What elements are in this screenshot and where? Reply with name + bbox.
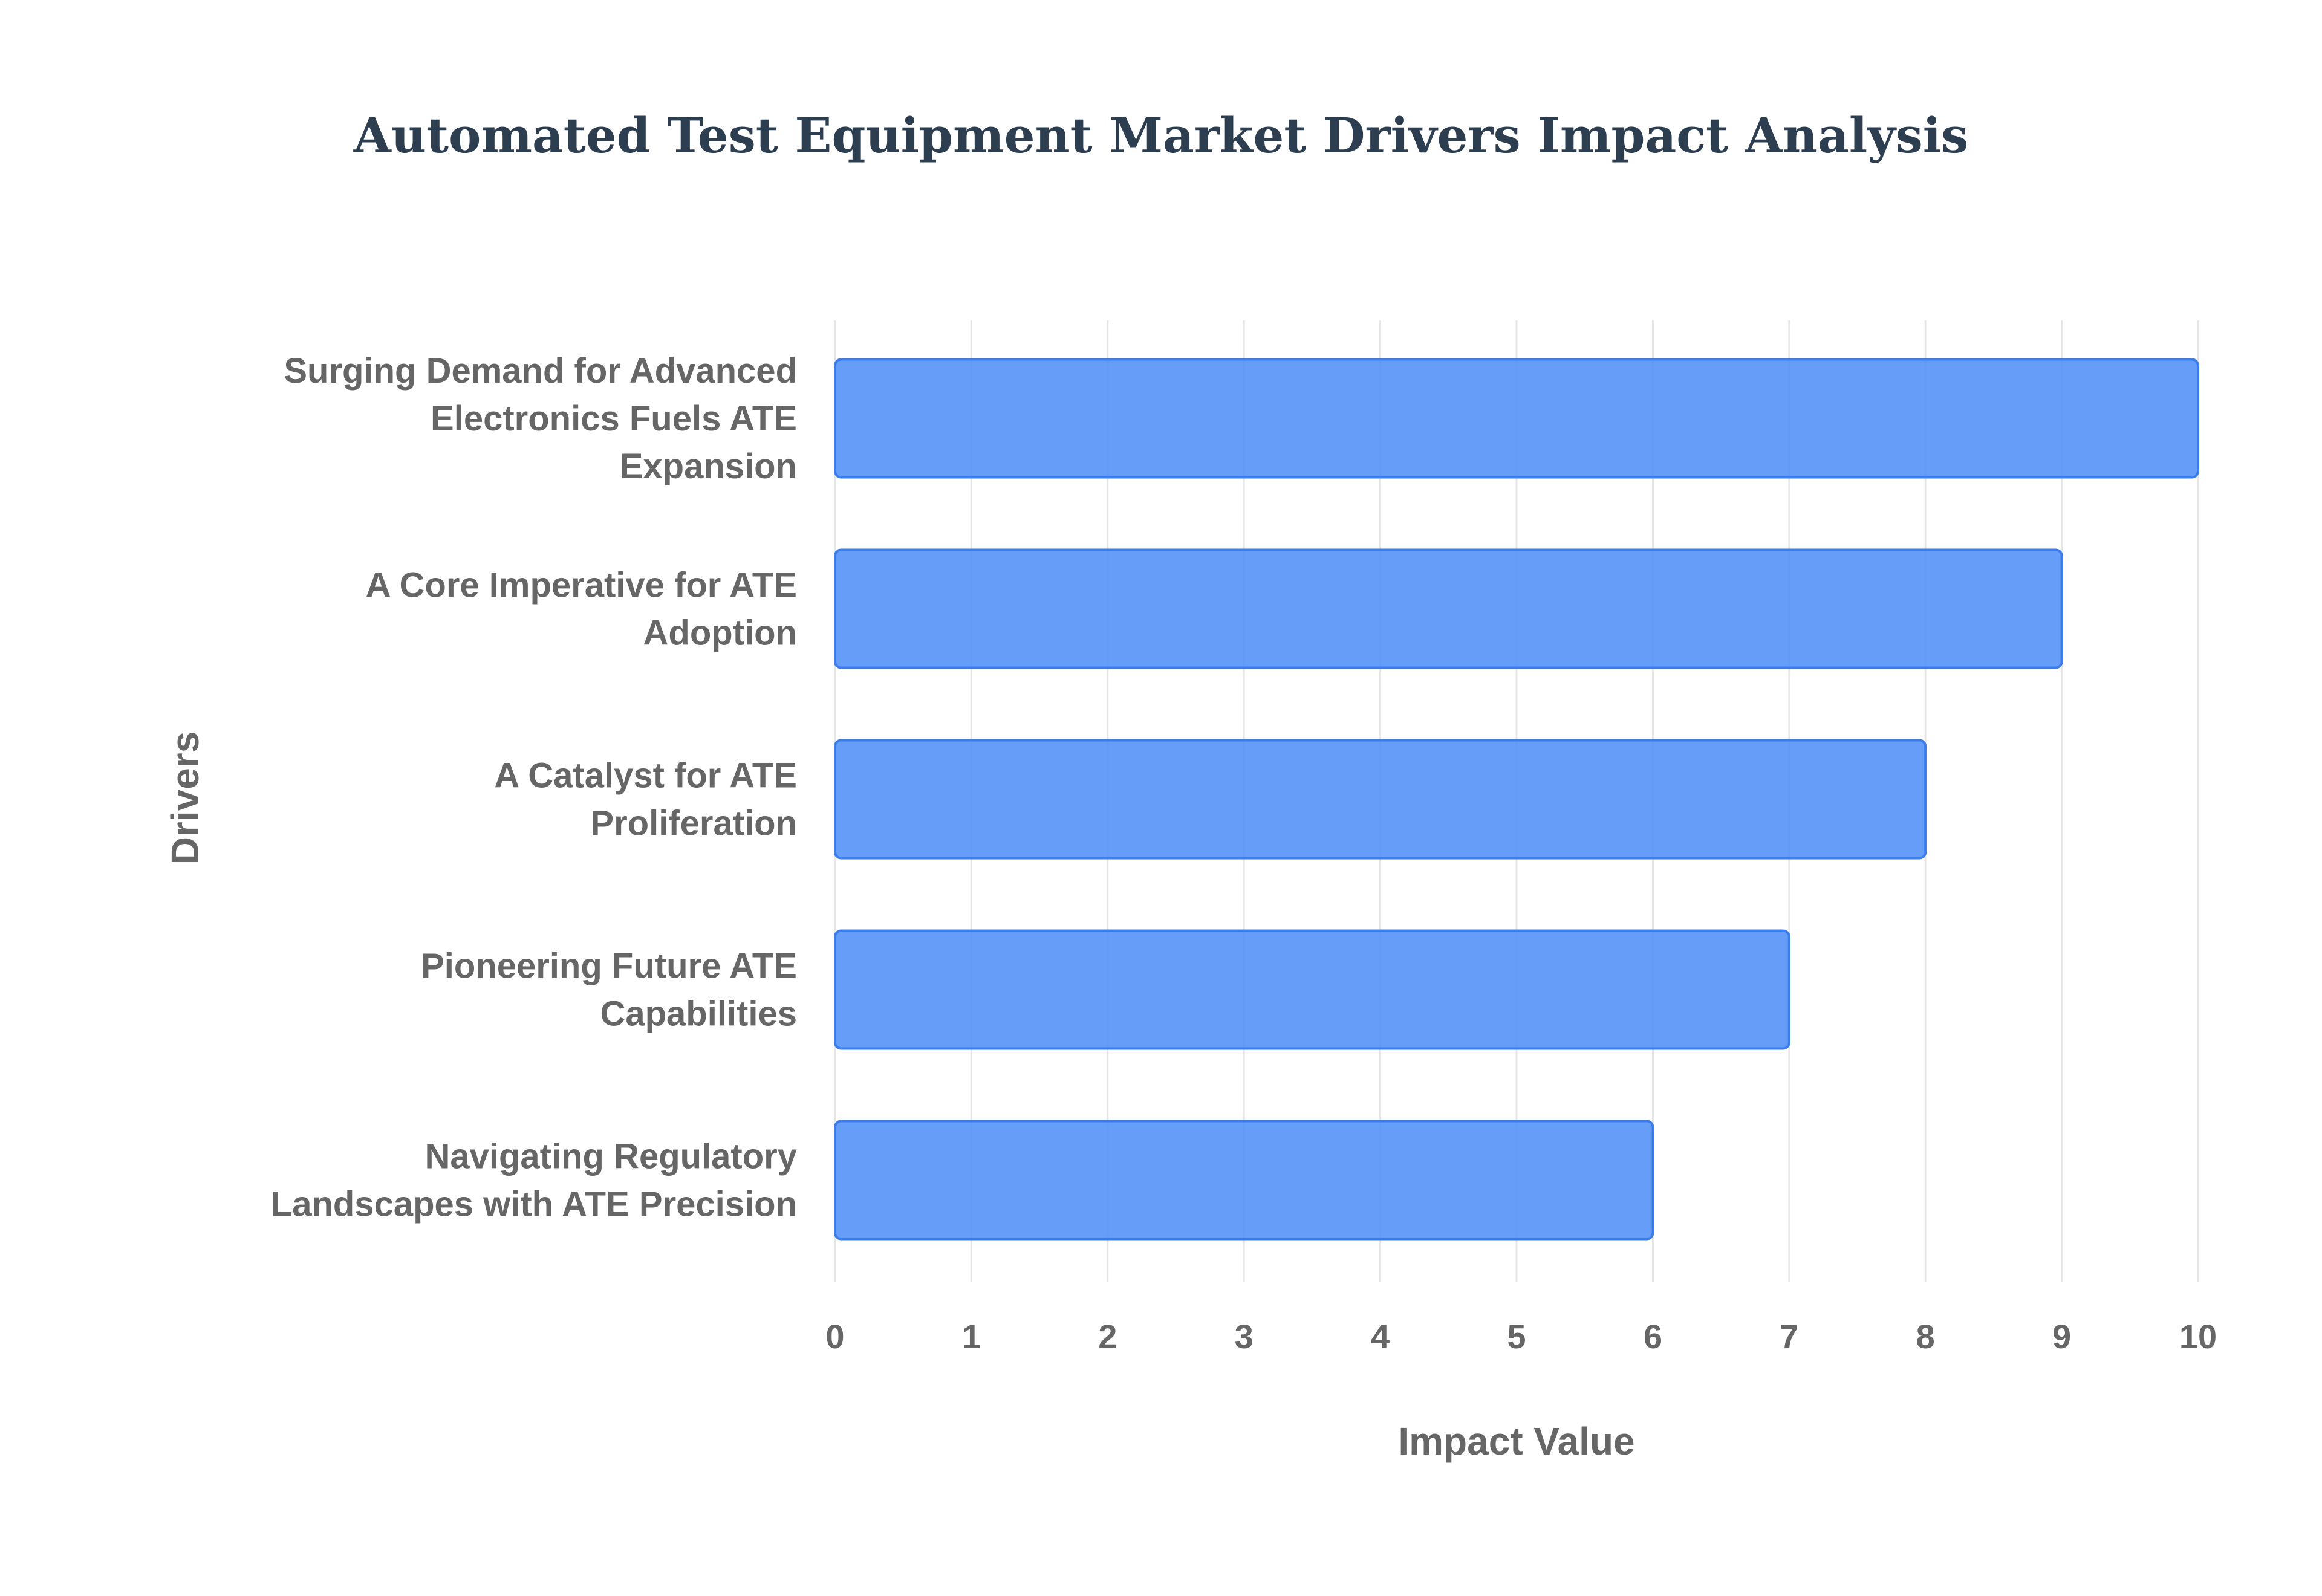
category-label-2: A Catalyst for ATE Proliferation	[494, 756, 797, 843]
x-tick-label-0: 0	[825, 1317, 844, 1355]
y-axis-title: Drivers	[163, 731, 207, 865]
category-label-3-line-1: Capabilities	[600, 994, 797, 1034]
x-tick-label-5: 5	[1507, 1317, 1526, 1355]
category-label-4-line-1: Landscapes with ATE Precision	[271, 1185, 797, 1224]
category-label-3: Pioneering Future ATE Capabilities	[421, 947, 797, 1034]
category-label-1: A Core Imperative for ATE Adoption	[366, 566, 797, 653]
bar-2	[834, 739, 1927, 860]
bar-3	[834, 929, 1790, 1050]
category-label-0-line-2: Expansion	[620, 447, 797, 486]
x-tick-label-6: 6	[1644, 1317, 1662, 1355]
x-tick-label-9: 9	[2052, 1317, 2071, 1355]
bar-0	[834, 358, 2199, 479]
category-label-1-line-1: Adoption	[643, 614, 797, 653]
bar-1	[834, 548, 2063, 669]
chart-title: Automated Test Equipment Market Drivers …	[353, 107, 1968, 164]
x-tick-label-7: 7	[1780, 1317, 1798, 1355]
category-label-4: Navigating Regulatory Landscapes with ATE…	[271, 1137, 797, 1224]
category-label-2-line-0: A Catalyst for ATE	[494, 756, 797, 796]
category-label-4-line-0: Navigating Regulatory	[424, 1137, 797, 1176]
category-label-0: Surging Demand for Advanced Electronics F…	[284, 351, 797, 486]
category-label-1-line-0: A Core Imperative for ATE	[366, 566, 797, 605]
x-tick-label-3: 3	[1235, 1317, 1254, 1355]
category-label-2-line-1: Proliferation	[590, 804, 797, 843]
x-tick-label-10: 10	[2179, 1317, 2217, 1355]
x-tick-label-1: 1	[962, 1317, 981, 1355]
x-tick-labels: 0 1 2 3 4 5 6 7 8 9 10	[825, 1317, 2217, 1355]
bar-4	[834, 1120, 1654, 1241]
x-tick-label-8: 8	[1916, 1317, 1935, 1355]
category-label-3-line-0: Pioneering Future ATE	[421, 947, 797, 986]
x-tick-label-2: 2	[1098, 1317, 1117, 1355]
bars	[834, 358, 2199, 1241]
category-labels: Surging Demand for Advanced Electronics F…	[271, 351, 797, 1224]
x-tick-label-4: 4	[1371, 1317, 1390, 1355]
x-axis-title: Impact Value	[1398, 1419, 1634, 1463]
category-label-0-line-1: Electronics Fuels ATE	[431, 399, 797, 438]
category-label-0-line-0: Surging Demand for Advanced	[284, 351, 797, 391]
